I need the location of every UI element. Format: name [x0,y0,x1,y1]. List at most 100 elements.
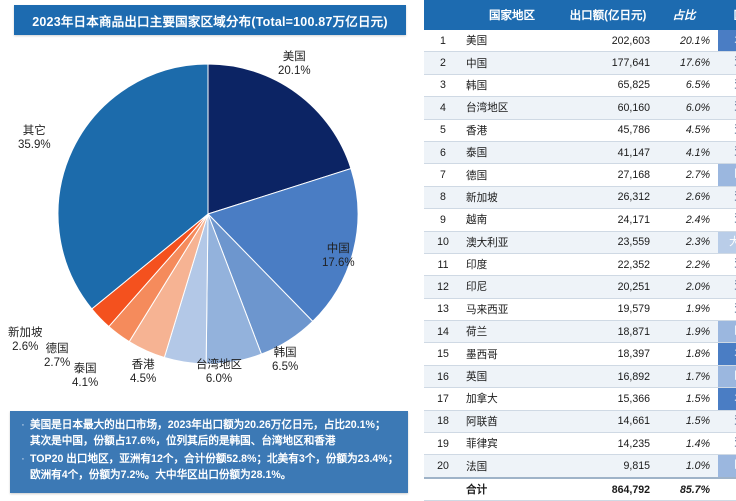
cell-region: 亚洲 [714,186,736,210]
note-line: TOP20 出口地区，亚洲有12个，合计份额52.8%；北美有3个，份额为23.… [30,453,399,465]
cell-region: 亚洲 [714,119,736,142]
pie-slice[interactable] [57,63,209,310]
note-item: · TOP20 出口地区，亚洲有12个，合计份额52.8%；北美有3个，份额为2… [16,452,402,483]
cell-region: 欧洲 [714,454,736,479]
cell-country: 台湾地区 [462,96,562,120]
pie-label-percent: 2.7% [44,357,71,370]
cell-rank: 5 [424,119,462,142]
cell-rank: 12 [424,275,462,299]
cell-export-value: 18,871 [562,320,654,344]
chart-title: 2023年日本商品出口主要国家区域分布(Total=100.87万亿日元) [14,5,406,35]
cell-export-value: 23,559 [562,231,654,254]
note-bullet-icon: · [21,453,25,465]
cell-export-value: 9,815 [562,454,654,479]
cell-rank: 7 [424,163,462,187]
cell-share: 4.1% [654,141,714,165]
pie-label-name: 新加坡 [8,327,43,339]
region-badge: 欧洲 [718,455,736,477]
cell-region: 亚洲 [714,410,736,434]
region-badge: 亚洲 [718,276,736,297]
cell-country: 荷兰 [462,320,562,344]
cell-country: 墨西哥 [462,342,562,366]
cell-rank: 8 [424,186,462,210]
cell-share: 4.5% [654,119,714,142]
region-badge: 北美 [718,388,736,410]
note-item: · 美国是日本最大的出口市场，2023年出口额为20.26万亿日元，占比20.1… [16,418,402,449]
pie-label-percent: 6.0% [205,373,233,386]
cell-export-value: 15,366 [562,387,654,411]
cell-rank: 14 [424,320,462,344]
cell-share: 1.9% [654,298,714,322]
column-header-name[interactable]: 国家地区 [462,0,562,30]
cell-export-value: 26,312 [562,186,654,210]
pie-slice-label: 中国 17.6% [322,242,355,270]
cell-share: 1.4% [654,432,714,456]
pie-slice[interactable] [207,63,352,215]
cell-rank: 19 [424,432,462,456]
pie-label-name: 韩国 [273,347,297,359]
region-badge: 亚洲 [718,187,736,208]
cell-region: 亚洲 [714,96,736,120]
note-line: 美国是日本最大的出口市场，2023年出口额为20.26万亿日元，占比20.1%； [30,419,386,431]
cell-region: 欧洲 [714,320,736,344]
cell-country: 澳大利亚 [462,231,562,254]
total-value: 864,792 [562,476,654,501]
column-header-region[interactable]: 区域 [714,0,736,30]
pie-slice[interactable] [207,167,359,323]
cell-country: 新加坡 [462,186,562,210]
cell-region: 欧洲 [714,163,736,187]
cell-share: 2.7% [654,163,714,187]
pie-chart: 美国 20.1% 中国 17.6% 韩国 6.5% 台湾地区 6.0% 香港 4.5% 泰国 4.1%… [0,36,418,404]
note-line: 欧洲有4个，份额为7.2%。大中华区出口份额为28.1%。 [30,468,292,481]
column-header-rank[interactable] [424,0,462,30]
column-header-value[interactable]: 出口额(亿日元) [562,0,654,30]
cell-export-value: 14,235 [562,432,654,456]
cell-region: 亚洲 [714,275,736,299]
pie-label-percent: 4.1% [72,377,99,390]
cell-share: 20.1% [654,30,714,53]
column-header-share[interactable]: 占比 [654,0,714,30]
cell-export-value: 22,352 [562,253,654,277]
data-table-panel: 国家地区 出口额(亿日元) 占比 区域 1美国202,60320.1%北美2中国… [424,0,736,501]
cell-share: 2.2% [654,253,714,277]
note-text: 美国是日本最大的出口市场，2023年出口额为20.26万亿日元，占比20.1%；… [30,418,402,449]
region-badge: 亚洲 [718,299,736,320]
region-badge: 亚洲 [718,120,736,141]
cell-region: 北美 [714,387,736,411]
pie-label-name: 台湾地区 [196,359,242,371]
region-badge: 亚洲 [718,433,736,454]
cell-rank: 13 [424,298,462,322]
cell-rank: 11 [424,253,462,277]
pie-slice-label: 韩国 6.5% [272,346,298,374]
note-line: 其次是中国，份额占17.6%，位列其后的是韩国、台湾地区和香港 [30,434,336,447]
cell-share: 2.4% [654,208,714,232]
region-badge: 亚洲 [718,75,736,96]
cell-rank: 6 [424,141,462,165]
cell-export-value: 20,251 [562,275,654,299]
region-badge: 亚洲 [718,52,736,73]
cell-share: 6.0% [654,96,714,120]
cell-rank: 2 [424,51,462,75]
note-text: TOP20 出口地区，亚洲有12个，合计份额52.8%；北美有3个，份额为23.… [30,452,402,483]
